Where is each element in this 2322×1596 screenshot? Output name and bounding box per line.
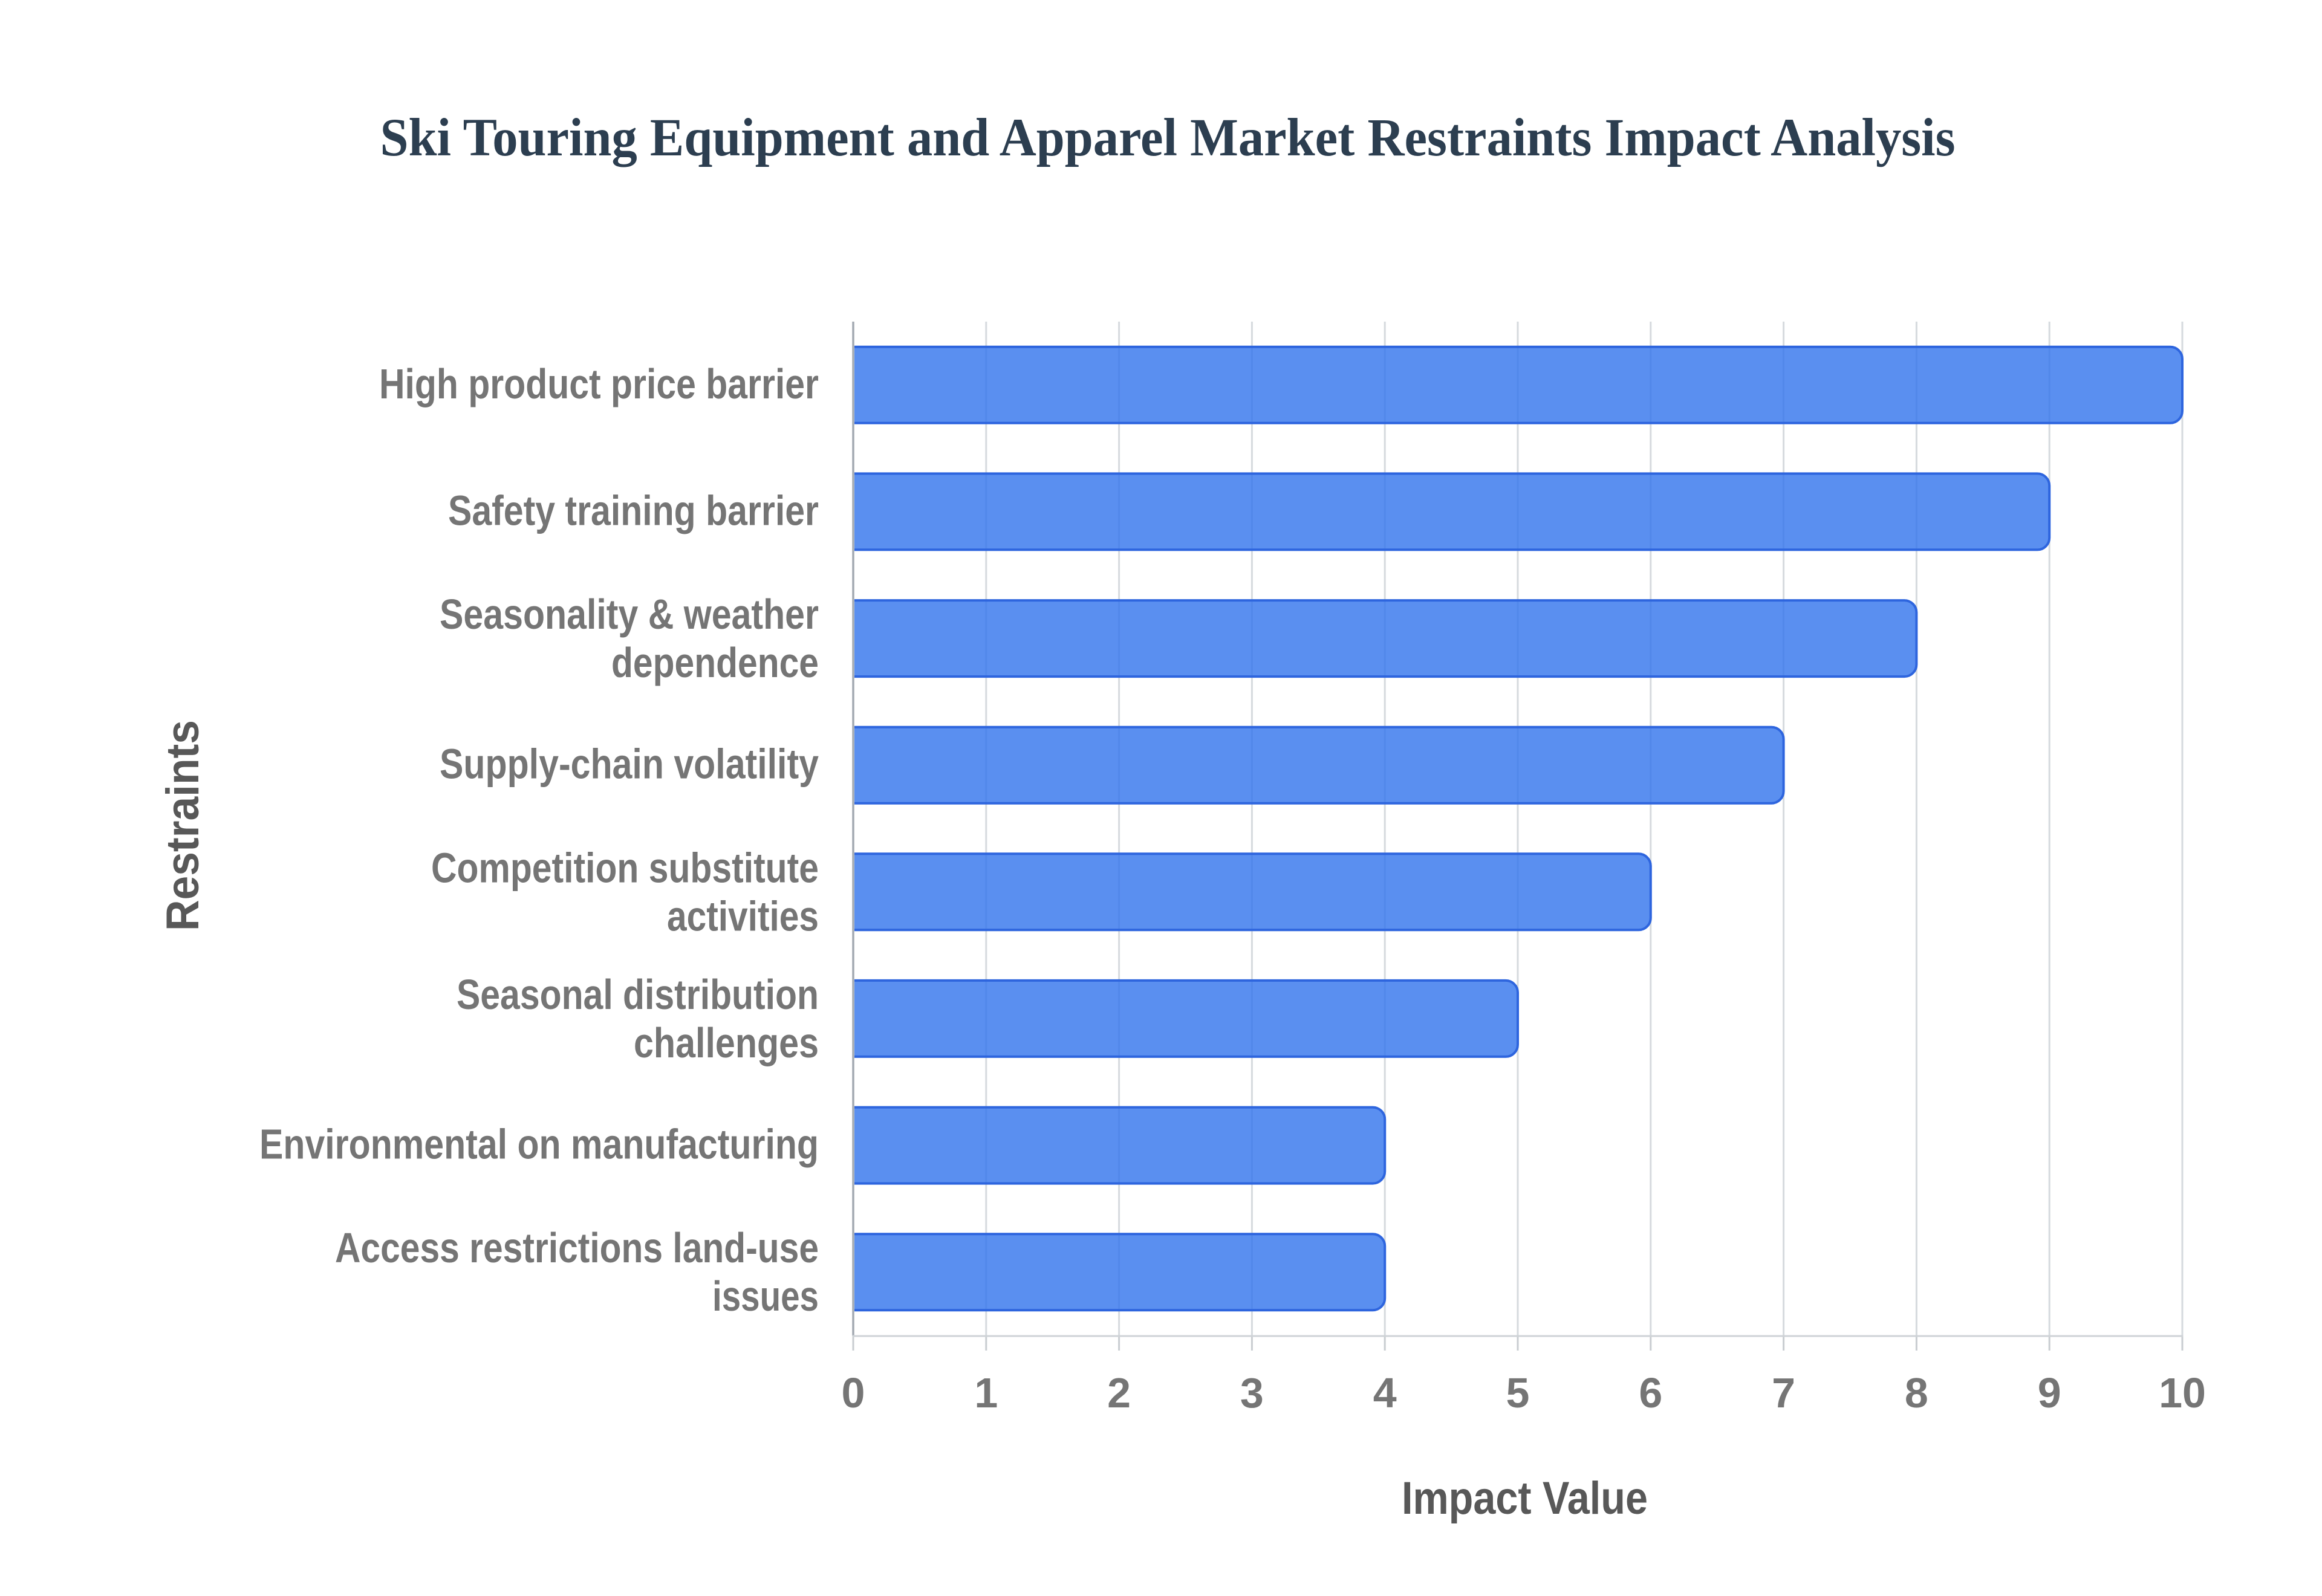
- svg-text:Safety training barrier: Safety training barrier: [448, 487, 819, 534]
- svg-text:Supply-chain volatility: Supply-chain volatility: [440, 741, 819, 788]
- svg-text:1: 1: [974, 1369, 998, 1416]
- svg-text:4: 4: [1373, 1369, 1397, 1416]
- svg-text:Environmental on manufacturing: Environmental on manufacturing: [259, 1121, 819, 1168]
- svg-text:High product price barrier: High product price barrier: [379, 360, 819, 407]
- svg-text:Impact Value: Impact Value: [1402, 1473, 1648, 1524]
- svg-text:activities: activities: [667, 892, 819, 939]
- svg-text:6: 6: [1639, 1369, 1662, 1416]
- svg-text:7: 7: [1772, 1369, 1795, 1416]
- svg-text:issues: issues: [712, 1273, 819, 1320]
- svg-text:Seasonality & weather: Seasonality & weather: [440, 591, 819, 638]
- svg-text:Access restrictions land-use: Access restrictions land-use: [335, 1224, 819, 1271]
- svg-text:Competition substitute: Competition substitute: [431, 844, 819, 891]
- svg-text:8: 8: [1905, 1369, 1928, 1416]
- svg-text:dependence: dependence: [611, 639, 819, 686]
- svg-text:10: 10: [2159, 1369, 2206, 1416]
- svg-text:Ski Touring Equipment and Appa: Ski Touring Equipment and Apparel Market…: [380, 108, 1956, 167]
- svg-text:3: 3: [1240, 1369, 1264, 1416]
- svg-text:5: 5: [1506, 1369, 1530, 1416]
- svg-text:9: 9: [2038, 1369, 2061, 1416]
- svg-text:2: 2: [1107, 1369, 1131, 1416]
- svg-text:Seasonal distribution: Seasonal distribution: [457, 971, 819, 1018]
- svg-text:Restraints: Restraints: [157, 720, 209, 931]
- svg-text:challenges: challenges: [634, 1019, 819, 1066]
- svg-text:0: 0: [842, 1369, 865, 1416]
